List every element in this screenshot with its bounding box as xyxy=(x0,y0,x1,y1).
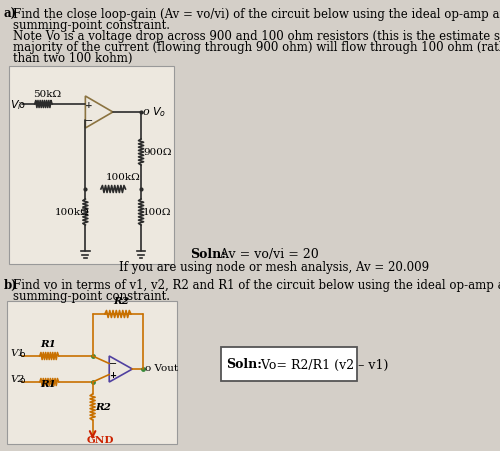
Text: Av = vo/vi = 20: Av = vo/vi = 20 xyxy=(216,248,319,260)
Text: majority of the current (flowing through 900 ohm) will flow through 100 ohm (rat: majority of the current (flowing through… xyxy=(13,41,500,54)
Text: o: o xyxy=(20,350,25,359)
Text: 900Ω: 900Ω xyxy=(143,148,172,157)
Text: −: − xyxy=(84,116,94,126)
Text: Find the close loop-gain (Av = vo/vi) of the circuit below using the ideal op-am: Find the close loop-gain (Av = vo/vi) of… xyxy=(13,8,500,21)
Text: 100kΩ: 100kΩ xyxy=(55,208,90,217)
Text: Soln:: Soln: xyxy=(226,358,262,371)
Bar xyxy=(7,301,177,444)
Text: o $V_o$: o $V_o$ xyxy=(142,105,167,119)
Text: o: o xyxy=(20,376,25,385)
Text: +: + xyxy=(110,370,116,379)
Text: summing-point constraint.: summing-point constraint. xyxy=(13,290,170,302)
Text: 100Ω: 100Ω xyxy=(143,208,172,217)
Text: R1: R1 xyxy=(40,379,56,388)
Text: R2: R2 xyxy=(95,403,110,412)
Text: o: o xyxy=(19,100,24,110)
Text: o Vout: o Vout xyxy=(144,364,178,373)
Text: V1: V1 xyxy=(10,349,24,358)
Text: V2: V2 xyxy=(10,375,24,384)
Text: Vo= R2/R1 (v2 – v1): Vo= R2/R1 (v2 – v1) xyxy=(253,358,388,371)
Text: than two 100 kohm): than two 100 kohm) xyxy=(13,52,132,65)
Text: +: + xyxy=(85,100,93,109)
Text: R1: R1 xyxy=(40,339,56,348)
Text: summing-point constraint.: summing-point constraint. xyxy=(13,19,170,32)
Text: If you are using node or mesh analysis, Av = 20.009: If you are using node or mesh analysis, … xyxy=(120,260,430,273)
Bar xyxy=(220,347,356,381)
Text: Note Vo is a voltage drop across 900 and 100 ohm resistors (this is the estimate: Note Vo is a voltage drop across 900 and… xyxy=(13,30,500,43)
Text: 50kΩ: 50kΩ xyxy=(34,90,62,99)
Text: Soln:: Soln: xyxy=(190,248,226,260)
Text: b): b) xyxy=(4,278,18,291)
Text: Find vo in terms of v1, v2, R2 and R1 of the circuit below using the ideal op-am: Find vo in terms of v1, v2, R2 and R1 of… xyxy=(13,278,500,291)
Text: R2: R2 xyxy=(114,296,130,305)
Text: −: − xyxy=(109,359,117,368)
Text: GND: GND xyxy=(87,435,115,444)
Text: 100kΩ: 100kΩ xyxy=(106,173,140,182)
Bar xyxy=(10,67,174,264)
Text: $V_i$: $V_i$ xyxy=(10,98,22,112)
Text: a): a) xyxy=(4,8,16,21)
